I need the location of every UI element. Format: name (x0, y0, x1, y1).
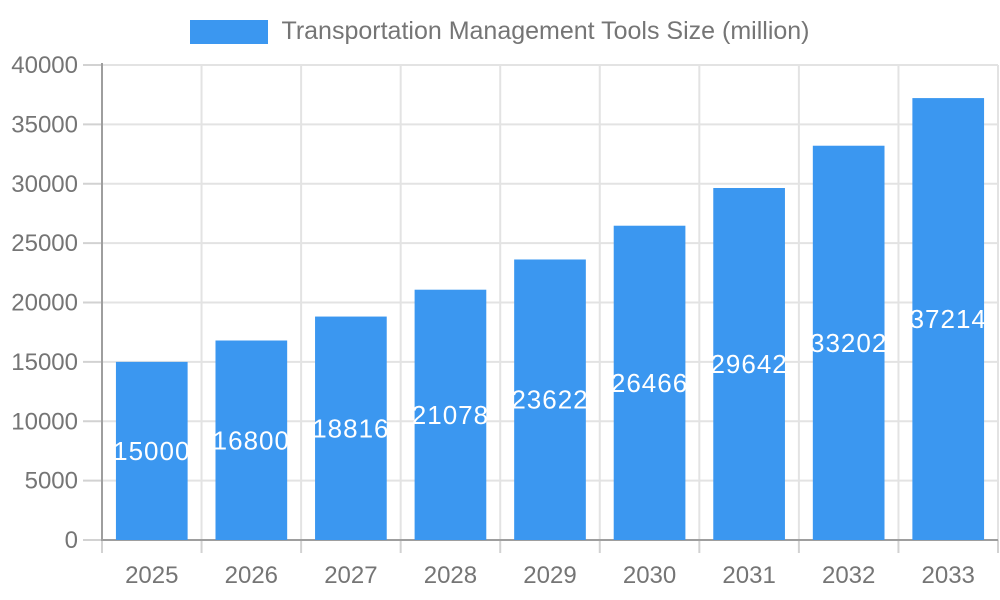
bar-value-label: 21078 (412, 400, 489, 430)
y-axis-label: 0 (65, 527, 78, 554)
bar[interactable] (414, 289, 487, 540)
bar[interactable] (115, 361, 188, 540)
x-axis-label: 2033 (922, 562, 975, 589)
bar[interactable] (514, 259, 586, 540)
x-axis-label: 2025 (125, 562, 178, 589)
bar[interactable] (215, 340, 288, 541)
x-axis-label: 2026 (225, 562, 278, 589)
y-axis-label: 30000 (11, 171, 78, 198)
bar[interactable] (812, 145, 885, 540)
bar-value-label: 16800 (213, 425, 290, 455)
bar[interactable] (315, 316, 387, 540)
y-axis-label: 20000 (11, 290, 78, 317)
legend-swatch (190, 19, 269, 44)
legend-label: Transportation Management Tools Size (mi… (281, 17, 810, 45)
y-axis-label: 25000 (11, 230, 78, 257)
y-axis-label: 5000 (25, 468, 78, 495)
x-axis-label: 2028 (424, 562, 477, 589)
bar[interactable] (613, 225, 686, 540)
y-axis-label: 15000 (11, 349, 78, 376)
x-axis-label: 2029 (523, 562, 576, 589)
bar-value-label: 26466 (611, 368, 688, 398)
bar-value-label: 23622 (511, 385, 588, 415)
x-axis-label: 2032 (822, 562, 875, 589)
bar[interactable] (912, 98, 985, 541)
y-axis-label: 35000 (11, 111, 78, 138)
bar-value-label: 37214 (910, 304, 987, 334)
bar-value-label: 29642 (710, 349, 787, 379)
bar-value-label: 33202 (810, 328, 887, 358)
y-axis-label: 10000 (11, 408, 78, 435)
x-axis-label: 2027 (324, 562, 377, 589)
bar[interactable] (713, 188, 785, 540)
legend[interactable]: Transportation Management Tools Size (mi… (0, 17, 1000, 46)
x-axis-label: 2030 (623, 562, 676, 589)
x-axis-label: 2031 (722, 562, 775, 589)
y-axis-label: 40000 (11, 52, 78, 79)
bar-value-label: 18816 (312, 413, 389, 443)
bar-value-label: 15000 (113, 436, 190, 466)
